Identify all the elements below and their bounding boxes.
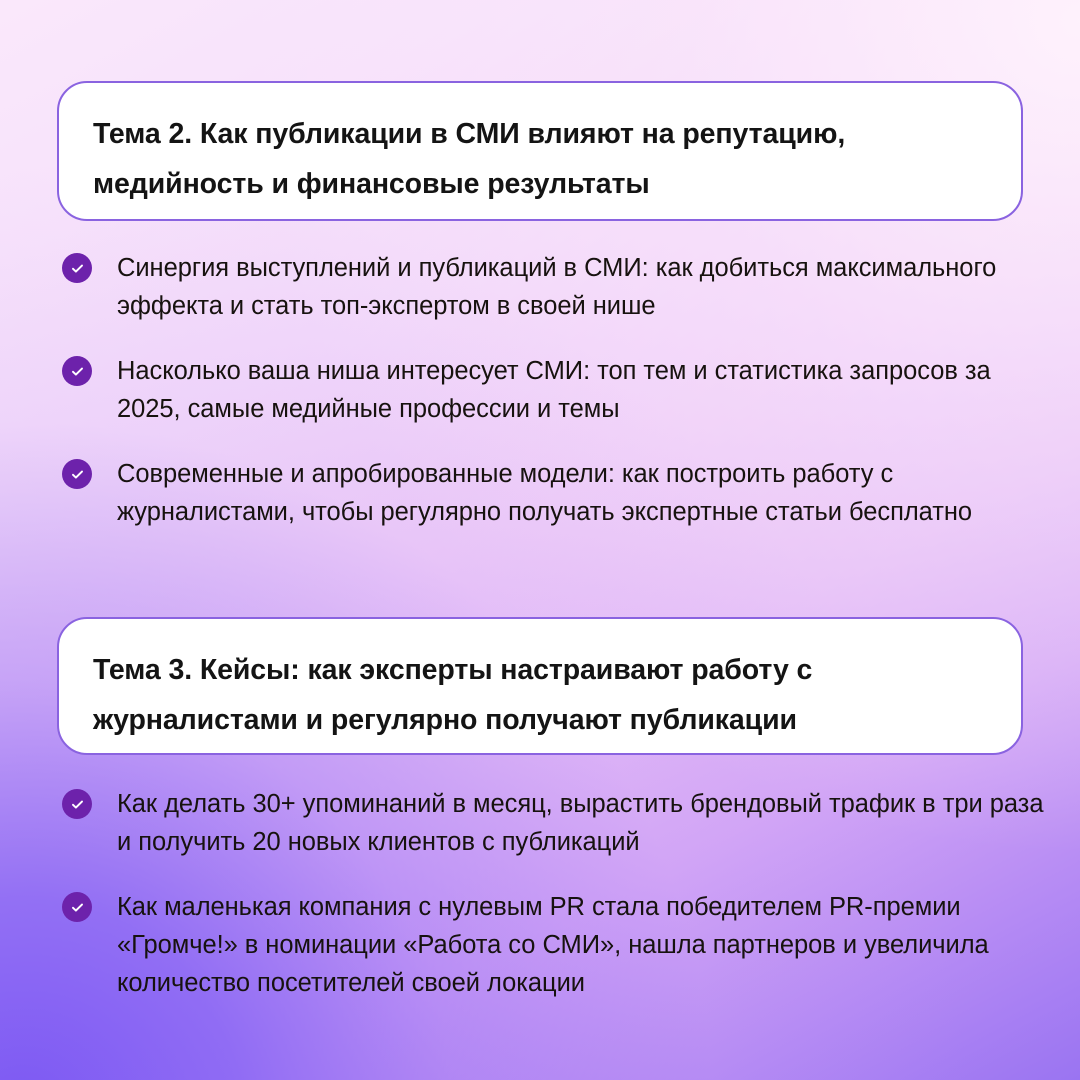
topic-card-3: Тема 3. Кейсы: как эксперты настраивают …	[57, 617, 1023, 755]
list-item: Современные и апробированные модели: как…	[0, 455, 1080, 531]
list-item-label: Как делать 30+ упоминаний в месяц, вырас…	[117, 790, 1044, 856]
list-item-label: Синергия выступлений и публикаций в СМИ:…	[117, 254, 997, 320]
check-circle-icon	[62, 789, 92, 819]
list-item-label: Современные и апробированные модели: как…	[117, 460, 973, 526]
topic-3-title: Тема 3. Кейсы: как эксперты настраивают …	[93, 654, 813, 736]
check-circle-icon	[62, 892, 92, 922]
list-item: Как делать 30+ упоминаний в месяц, вырас…	[0, 785, 1080, 861]
list-item-label: Как маленькая компания с нулевым PR стал…	[117, 893, 989, 997]
list-item: Насколько ваша ниша интересует СМИ: топ …	[0, 352, 1080, 428]
list-item: Как маленькая компания с нулевым PR стал…	[0, 888, 1080, 1002]
topic-card-2: Тема 2. Как публикации в СМИ влияют на р…	[57, 81, 1023, 221]
list-item: Синергия выступлений и публикаций в СМИ:…	[0, 249, 1080, 325]
list-item-label: Насколько ваша ниша интересует СМИ: топ …	[117, 357, 991, 423]
topic-2-bullet-list: Синергия выступлений и публикаций в СМИ:…	[0, 249, 1080, 531]
check-circle-icon	[62, 356, 92, 386]
topic-2-title: Тема 2. Как публикации в СМИ влияют на р…	[93, 118, 846, 200]
topic-3-bullet-list: Как делать 30+ упоминаний в месяц, вырас…	[0, 785, 1080, 1002]
check-circle-icon	[62, 459, 92, 489]
check-circle-icon	[62, 253, 92, 283]
